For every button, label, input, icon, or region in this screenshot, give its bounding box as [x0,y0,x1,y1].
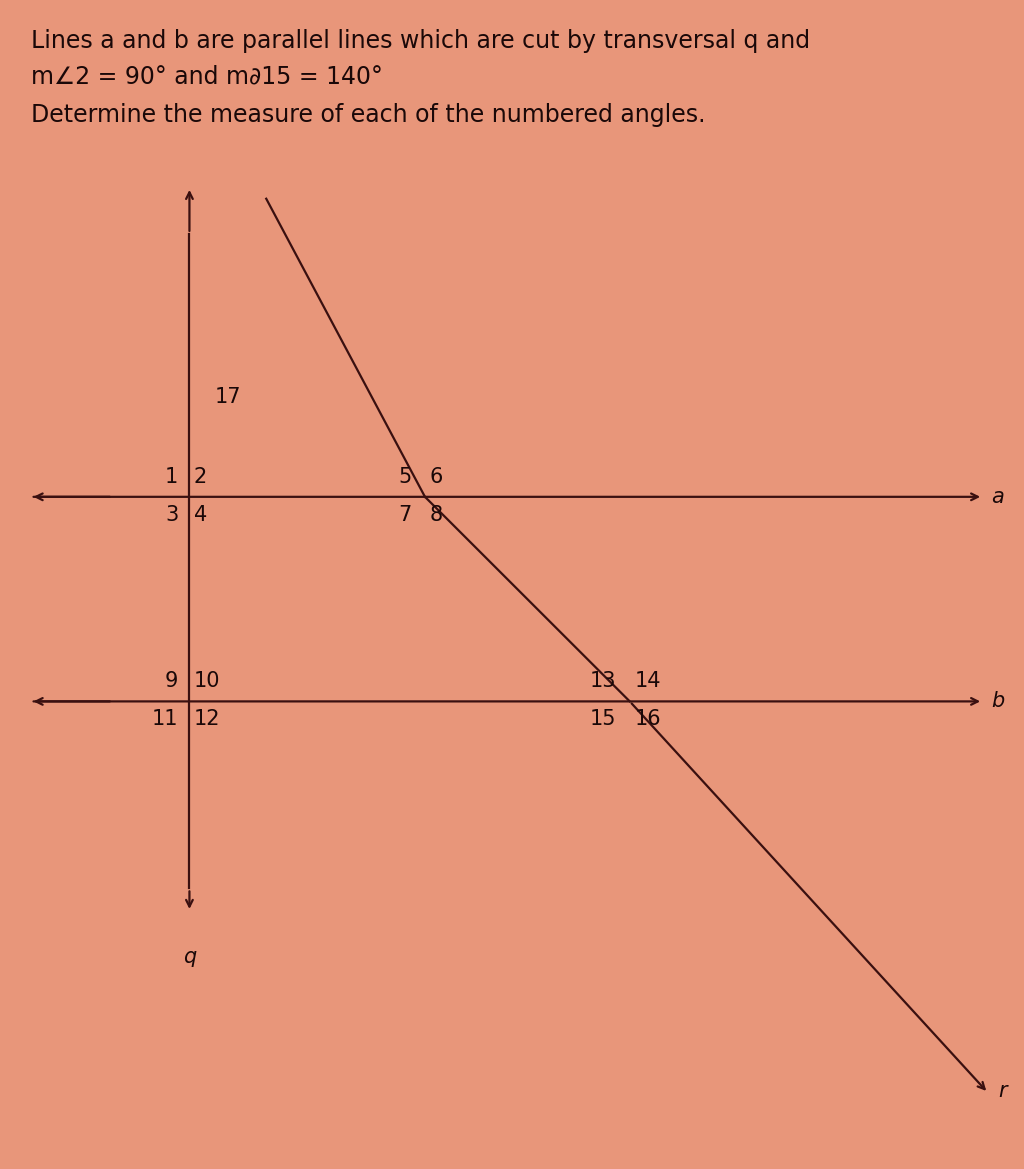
Text: 14: 14 [634,671,660,691]
Text: 5: 5 [398,466,412,486]
Text: b: b [991,691,1005,712]
Text: 1: 1 [165,466,178,486]
Text: 4: 4 [194,505,207,525]
Text: 17: 17 [215,387,242,408]
Text: Lines a and b are parallel lines which are cut by transversal q and: Lines a and b are parallel lines which a… [31,29,810,54]
Text: 12: 12 [194,710,220,729]
Text: 15: 15 [590,710,616,729]
Text: 7: 7 [398,505,412,525]
Text: 11: 11 [152,710,178,729]
Text: 2: 2 [194,466,207,486]
Text: 13: 13 [590,671,616,691]
Text: r: r [998,1081,1007,1101]
Text: Determine the measure of each of the numbered angles.: Determine the measure of each of the num… [31,103,706,127]
Text: 6: 6 [429,466,442,486]
Text: m∠2 = 90° and m∂15 = 140°: m∠2 = 90° and m∂15 = 140° [31,64,383,89]
Text: 9: 9 [165,671,178,691]
Text: q: q [183,947,196,967]
Text: 3: 3 [165,505,178,525]
Text: 10: 10 [194,671,220,691]
Text: a: a [991,486,1004,507]
Text: 16: 16 [634,710,660,729]
Text: 8: 8 [429,505,442,525]
